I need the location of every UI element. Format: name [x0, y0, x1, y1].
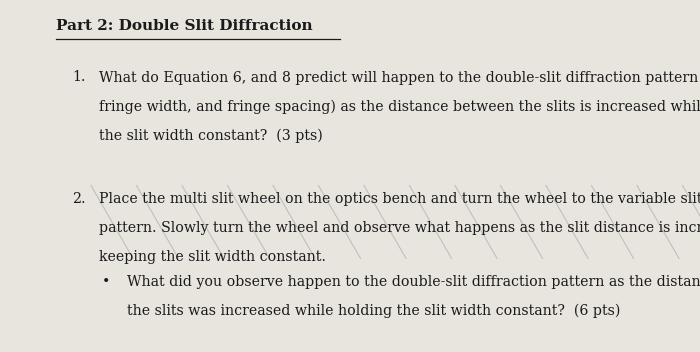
- Text: 2.: 2.: [72, 192, 85, 206]
- Text: What did you observe happen to the double-slit diffraction pattern as the distan: What did you observe happen to the doubl…: [127, 275, 700, 289]
- Text: the slits was increased while holding the slit width constant?  (6 pts): the slits was increased while holding th…: [127, 304, 621, 318]
- Text: Part 2: Double Slit Diffraction: Part 2: Double Slit Diffraction: [56, 19, 313, 33]
- Text: •: •: [102, 275, 111, 289]
- Text: fringe width, and fringe spacing) as the distance between the slits is increased: fringe width, and fringe spacing) as the…: [99, 99, 700, 114]
- Text: pattern. Slowly turn the wheel and observe what happens as the slit distance is : pattern. Slowly turn the wheel and obser…: [99, 221, 700, 235]
- Text: What do Equation 6, and 8 predict will happen to the double-slit diffraction pat: What do Equation 6, and 8 predict will h…: [99, 70, 700, 85]
- Text: Place the multi slit wheel on the optics bench and turn the wheel to the variabl: Place the multi slit wheel on the optics…: [99, 192, 700, 206]
- Text: the slit width constant?  (3 pts): the slit width constant? (3 pts): [99, 128, 323, 143]
- Text: 1.: 1.: [72, 70, 85, 84]
- Text: keeping the slit width constant.: keeping the slit width constant.: [99, 250, 326, 264]
